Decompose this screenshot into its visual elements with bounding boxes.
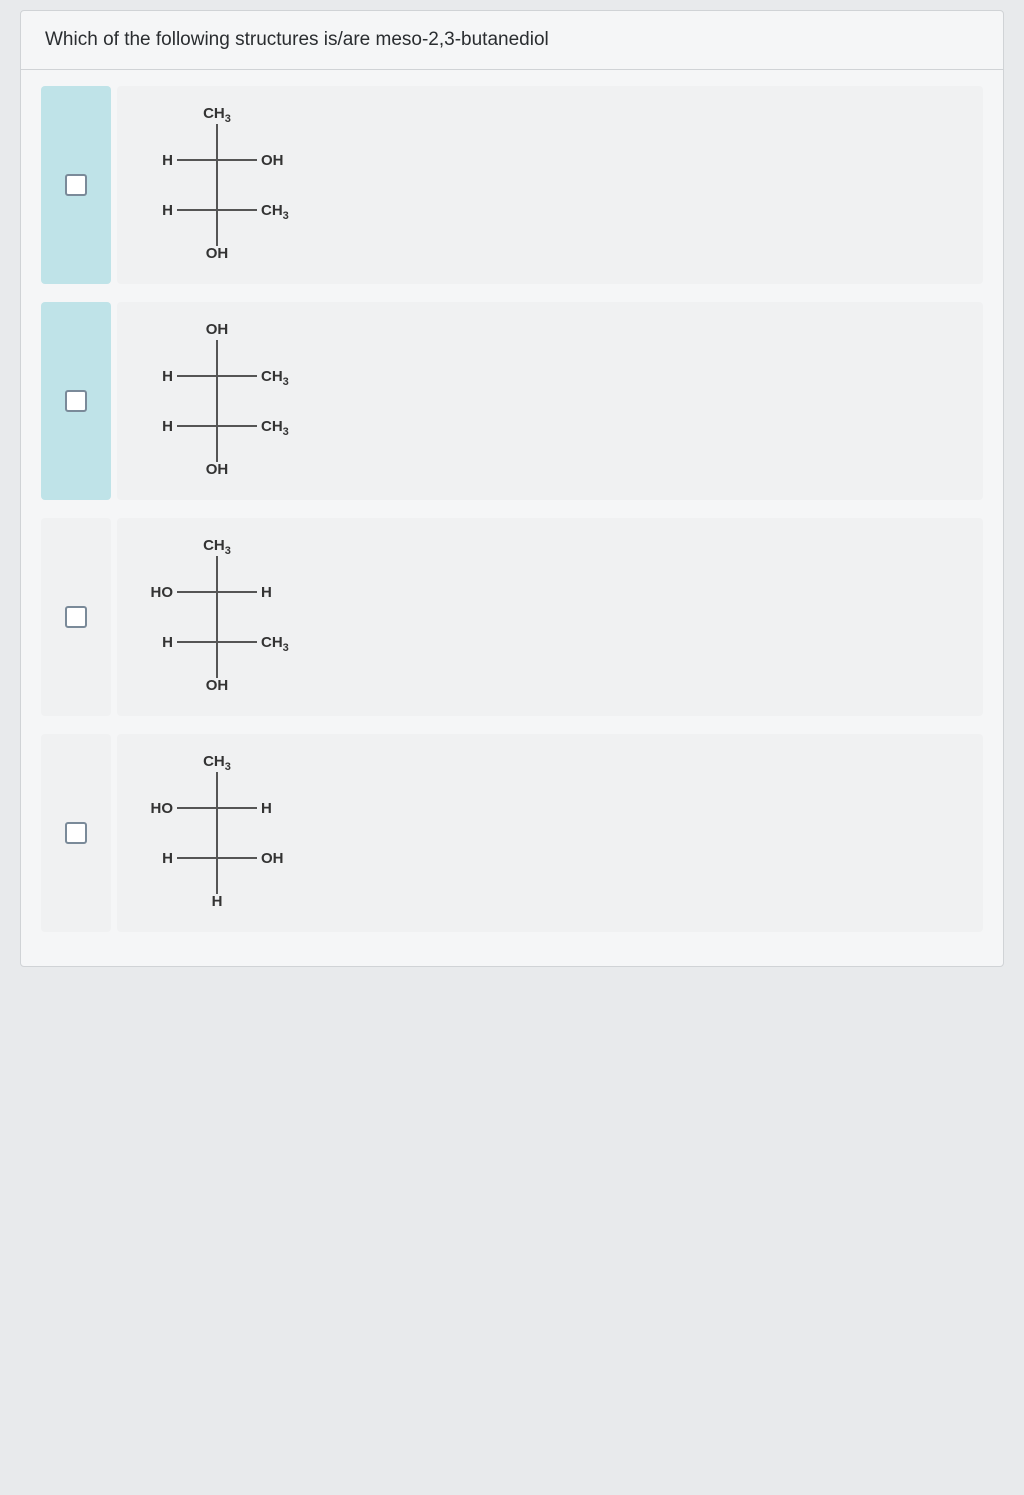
question-panel: Which of the following structures is/are…: [20, 10, 1004, 967]
svg-text:H: H: [162, 850, 173, 867]
options-list: CH3HOHHCH3OHOHHCH3HCH3OHCH3HOHHCH3OHCH3H…: [21, 70, 1003, 966]
structure-area: OH H CH3 H CH3 OH: [117, 302, 983, 500]
svg-text:OH: OH: [261, 152, 284, 169]
svg-text:CH3: CH3: [261, 202, 289, 222]
svg-text:H: H: [261, 584, 272, 601]
svg-text:H: H: [162, 418, 173, 435]
option-row: CH3 HO H H CH3 OH: [41, 518, 983, 716]
svg-text:H: H: [162, 202, 173, 219]
option-checkbox-wrap[interactable]: [41, 518, 111, 716]
option-checkbox[interactable]: [65, 174, 87, 196]
option-checkbox-wrap[interactable]: [41, 86, 111, 284]
option-checkbox[interactable]: [65, 822, 87, 844]
svg-text:HO: HO: [151, 800, 174, 817]
svg-text:H: H: [162, 634, 173, 651]
svg-text:CH3: CH3: [261, 634, 289, 654]
structure-area: CH3 HO H H CH3 OH: [117, 518, 983, 716]
svg-text:OH: OH: [206, 461, 229, 478]
svg-text:H: H: [162, 152, 173, 169]
option-checkbox-wrap[interactable]: [41, 302, 111, 500]
fischer-projection: OH H CH3 H CH3 OH: [137, 316, 297, 486]
structure-area: CH3HOHHOHH: [117, 734, 983, 932]
svg-text:H: H: [212, 893, 223, 910]
svg-text:CH3: CH3: [261, 418, 289, 438]
svg-text:OH: OH: [261, 850, 284, 867]
option-row: OH H CH3 H CH3 OH: [41, 302, 983, 500]
structure-area: CH3 H OH H CH3 OH: [117, 86, 983, 284]
svg-text:CH3: CH3: [261, 368, 289, 388]
option-row: CH3 H OH H CH3 OH: [41, 86, 983, 284]
svg-text:H: H: [162, 368, 173, 385]
svg-text:OH: OH: [206, 677, 229, 694]
svg-text:CH3: CH3: [203, 105, 231, 125]
option-checkbox[interactable]: [65, 390, 87, 412]
svg-text:CH3: CH3: [203, 537, 231, 557]
option-row: CH3HOHHOHH: [41, 734, 983, 932]
option-checkbox[interactable]: [65, 606, 87, 628]
fischer-projection: CH3HOHHOHH: [137, 748, 297, 918]
question-text: Which of the following structures is/are…: [21, 11, 1003, 70]
fischer-projection: CH3 HO H H CH3 OH: [137, 532, 297, 702]
svg-text:OH: OH: [206, 245, 229, 262]
svg-text:HO: HO: [151, 584, 174, 601]
option-checkbox-wrap[interactable]: [41, 734, 111, 932]
fischer-projection: CH3 H OH H CH3 OH: [137, 100, 297, 270]
svg-text:CH3: CH3: [203, 753, 231, 773]
svg-text:H: H: [261, 800, 272, 817]
svg-text:OH: OH: [206, 321, 229, 338]
